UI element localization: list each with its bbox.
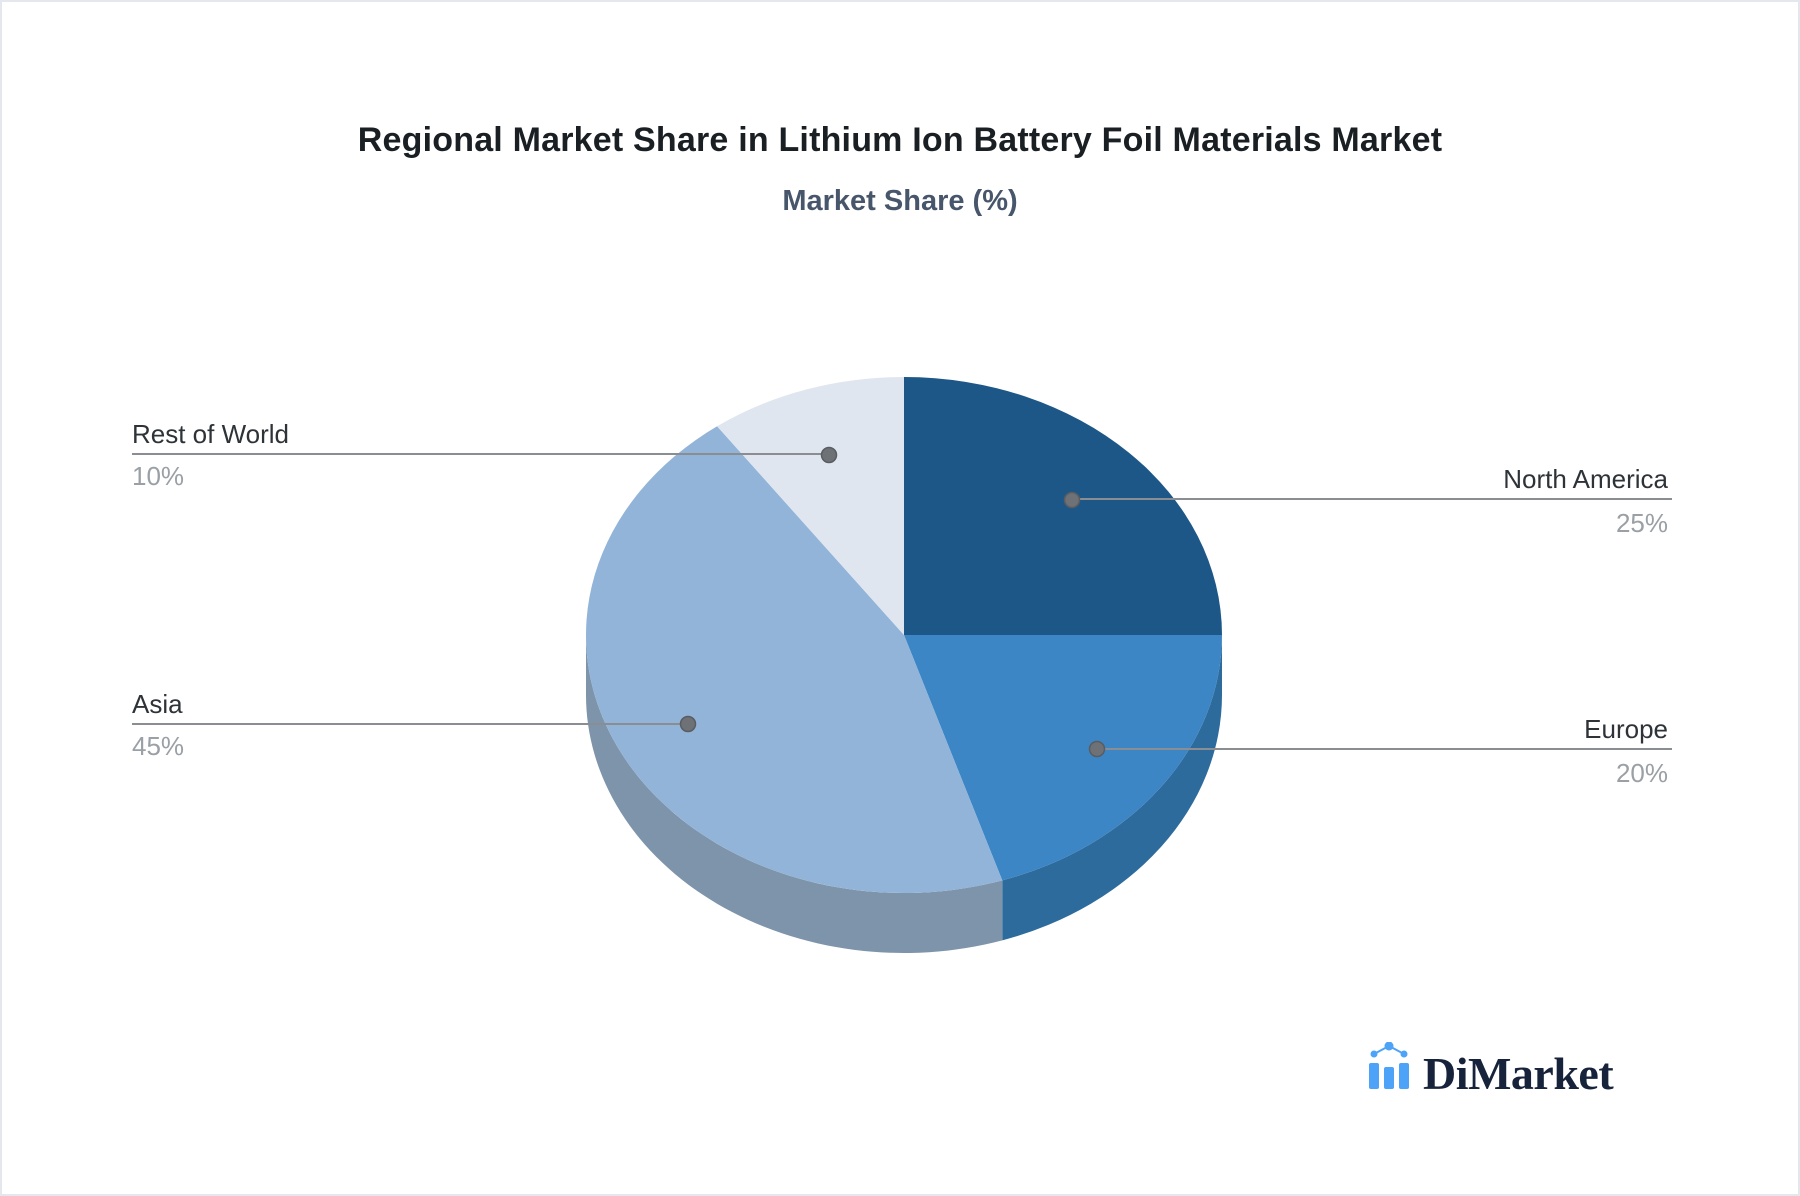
leader-dot-north-america <box>1063 491 1081 509</box>
callout-value-europe: 20% <box>1615 758 1668 788</box>
pie-slice-north-america[interactable] <box>904 377 1222 635</box>
logo-bar-2 <box>1384 1067 1394 1089</box>
pie-slice-europe[interactable] <box>904 635 1222 881</box>
leader-dot-europe <box>1088 740 1106 758</box>
chart-title: Regional Market Share in Lithium Ion Bat… <box>357 121 1443 159</box>
callout-value-asia: 45% <box>132 731 185 761</box>
pie-slice-rest-of-world[interactable] <box>717 377 904 635</box>
pie-side-europe <box>1002 635 1222 941</box>
callout-label-north-america: North America <box>1503 464 1668 494</box>
brand-logo-text: DiMarket <box>1423 1048 1614 1100</box>
logo-dot-2 <box>1384 1042 1394 1051</box>
logo-bar-1 <box>1369 1063 1379 1089</box>
callout-label-europe: Europe <box>1584 714 1668 744</box>
leader-dot-asia <box>679 715 697 733</box>
chart-subtitle: Market Share (%) <box>782 185 1018 217</box>
logo-dot-3 <box>1400 1050 1408 1058</box>
callout-value-north-america: 25% <box>1615 508 1668 538</box>
brand-logo: DiMarket <box>1369 1042 1614 1100</box>
callout-value-rest-of-world: 10% <box>132 461 185 491</box>
bar-chart-icon <box>1369 1042 1409 1089</box>
callout-label-rest-of-world: Rest of World <box>132 419 290 449</box>
logo-bar-3 <box>1399 1063 1409 1089</box>
logo-dot-1 <box>1370 1050 1378 1058</box>
leader-dot-rest-of-world <box>820 446 838 464</box>
callout-label-asia: Asia <box>132 689 183 719</box>
pie-slice-asia[interactable] <box>586 426 1003 893</box>
pie-side-asia <box>586 635 1003 953</box>
